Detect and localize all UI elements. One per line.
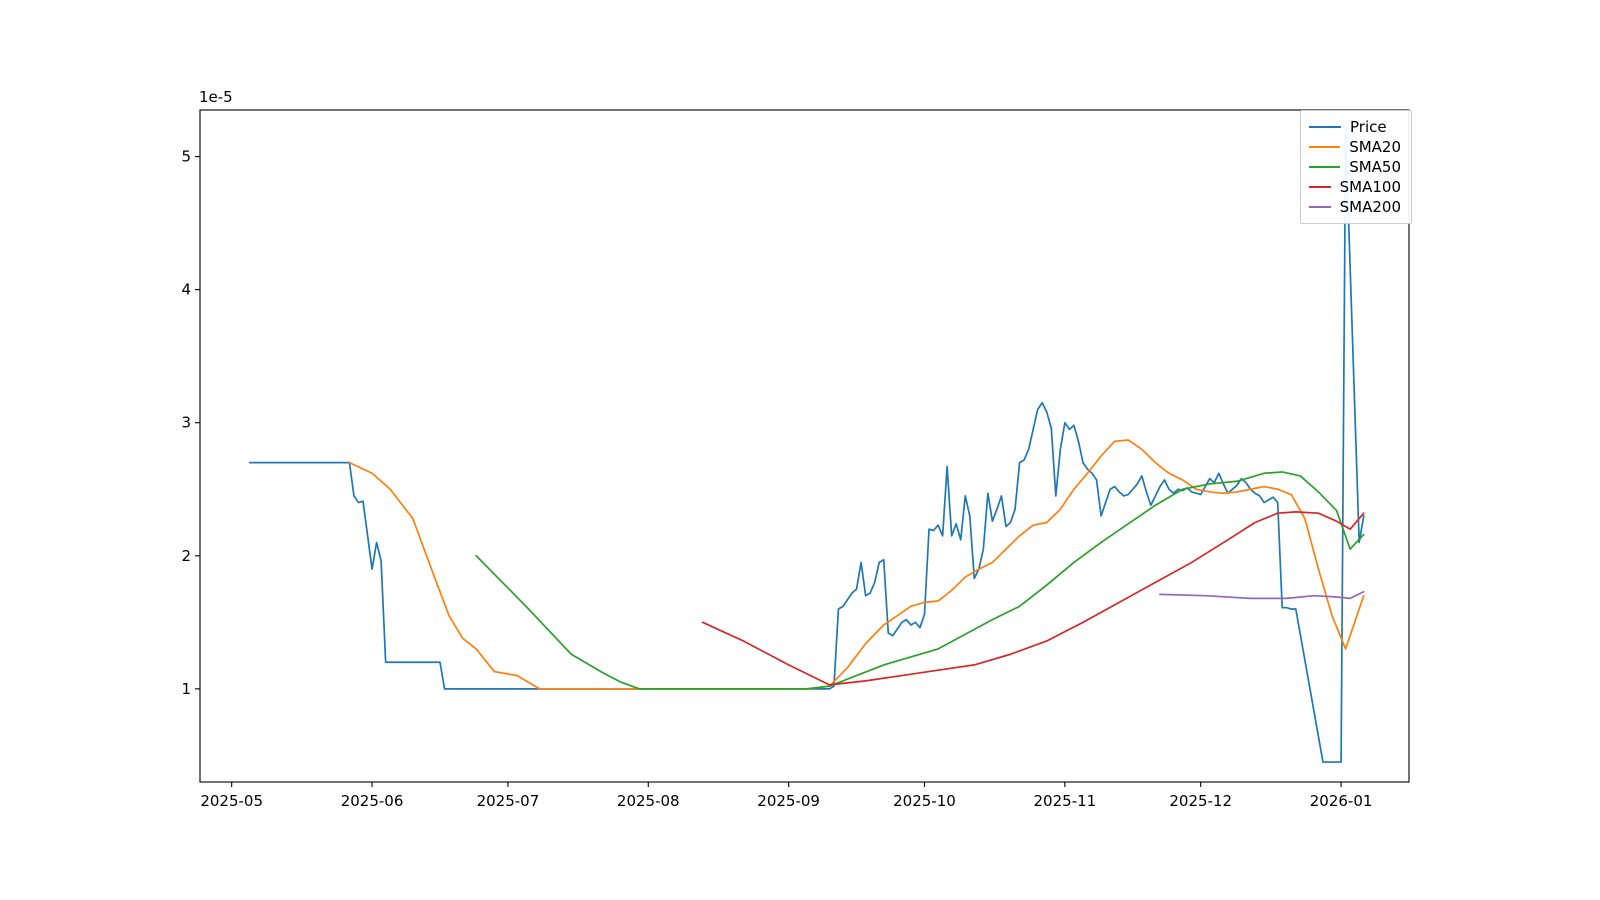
legend-label-price: Price [1350, 118, 1387, 136]
chart-legend: Price SMA20 SMA50 SMA100 SMA200 [1300, 110, 1412, 224]
x-tick-label: 2025-11 [1034, 792, 1097, 810]
legend-item: SMA100 [1309, 177, 1401, 197]
x-tick-label: 2025-12 [1169, 792, 1232, 810]
legend-swatch-price [1309, 126, 1341, 128]
y-tick-label: 2 [181, 547, 191, 565]
axes-frame [199, 109, 1410, 783]
x-tick-label: 2026-01 [1310, 792, 1373, 810]
legend-swatch-sma50 [1309, 166, 1341, 168]
series-line-sma100 [701, 511, 1365, 686]
x-tick-label: 2025-07 [477, 792, 540, 810]
y-tick-label: 3 [181, 414, 191, 432]
legend-label-sma100: SMA100 [1339, 178, 1401, 196]
series-line-sma50 [475, 471, 1365, 690]
legend-swatch-sma20 [1309, 146, 1341, 148]
series-line-sma200 [1159, 590, 1365, 600]
legend-item: SMA50 [1309, 157, 1401, 177]
x-tick-label: 2025-10 [893, 792, 956, 810]
legend-swatch-sma100 [1309, 186, 1331, 188]
y-axis-exponent-label: 1e-5 [199, 88, 233, 106]
legend-label-sma50: SMA50 [1349, 158, 1401, 176]
legend-item: Price [1309, 117, 1401, 137]
series-line-sma20 [348, 439, 1365, 690]
y-axis-ticks: 1 2 3 4 5 [181, 148, 200, 698]
x-tick-label: 2025-08 [617, 792, 680, 810]
legend-item: SMA200 [1309, 197, 1401, 217]
series-group [248, 129, 1365, 763]
legend-label-sma200: SMA200 [1339, 198, 1401, 216]
x-tick-label: 2025-06 [341, 792, 404, 810]
x-tick-label: 2025-05 [200, 792, 263, 810]
series-line-price [248, 129, 1365, 763]
y-tick-label: 1 [181, 680, 191, 698]
legend-swatch-sma200 [1309, 206, 1331, 208]
y-tick-label: 5 [181, 148, 191, 166]
legend-label-sma20: SMA20 [1349, 138, 1401, 156]
legend-item: SMA20 [1309, 137, 1401, 157]
x-tick-label: 2025-09 [757, 792, 820, 810]
y-tick-label: 4 [181, 281, 191, 299]
x-axis-ticks: 2025-05 2025-06 2025-07 2025-08 2025-09 2025-… [200, 782, 1372, 810]
